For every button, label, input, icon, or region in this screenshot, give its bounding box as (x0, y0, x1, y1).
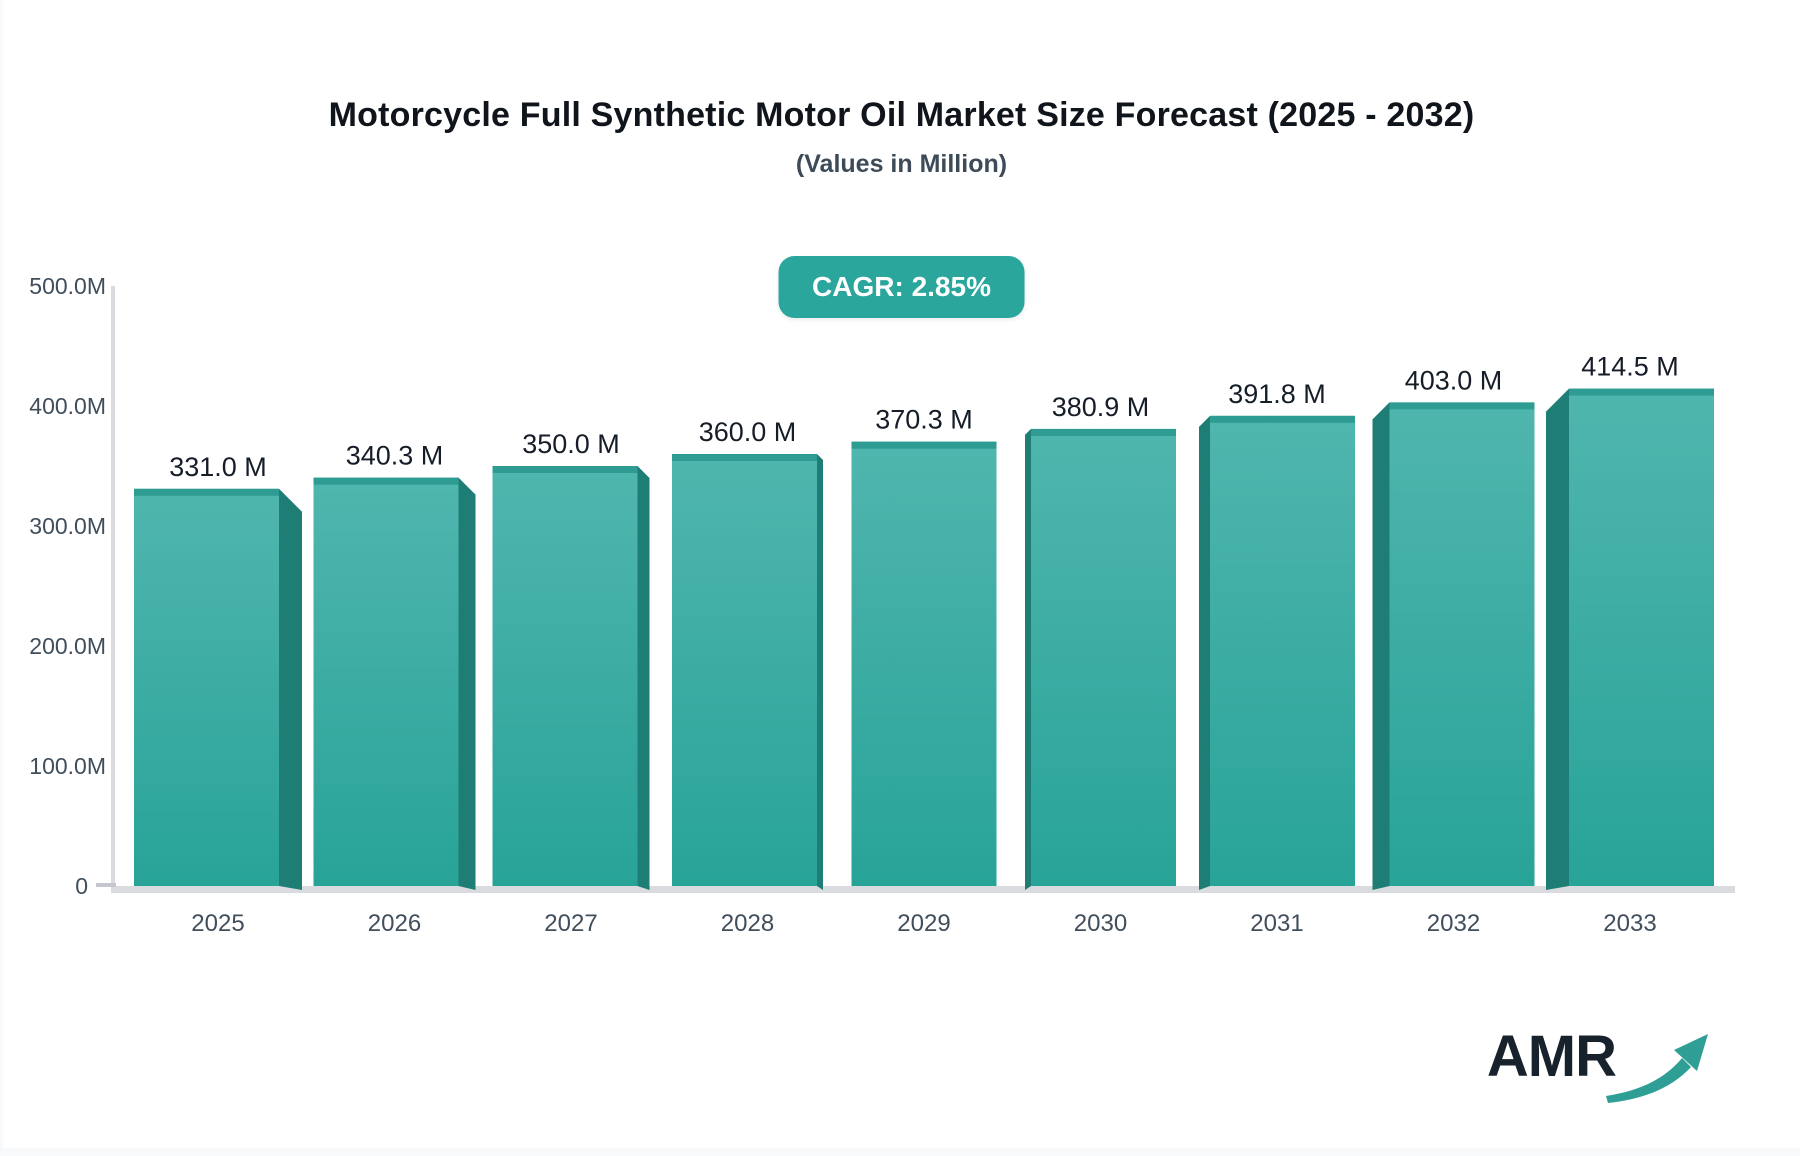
bar-side (817, 454, 823, 890)
chart-card: Motorcycle Full Synthetic Motor Oil Mark… (3, 0, 1800, 1148)
zero-tick-mark (96, 883, 116, 887)
x-axis-tick-label: 2032 (1427, 910, 1480, 937)
bar-face (672, 454, 817, 886)
y-axis-tick-label: 100.0M (29, 753, 106, 779)
y-axis-tick-label: 200.0M (29, 633, 106, 659)
amr-logo-text: AMR (1486, 1024, 1617, 1089)
bar-side (279, 488, 302, 890)
x-axis-tick-label: 2026 (368, 910, 421, 937)
bar-value-label: 340.3 M (346, 441, 444, 471)
x-axis-tick-label: 2028 (721, 910, 774, 937)
x-axis-tick-label: 2029 (897, 910, 950, 937)
bar-top-edge (134, 488, 279, 496)
bar-side (637, 466, 650, 890)
x-axis-tick-label: 2025 (191, 910, 244, 937)
y-axis-tick-label: 500.0M (29, 273, 106, 299)
bar-top-edge (492, 466, 638, 473)
chart-title: Motorcycle Full Synthetic Motor Oil Mark… (328, 96, 1475, 134)
bar-face (313, 477, 459, 886)
bar-value-label: 403.0 M (1405, 365, 1503, 395)
x-axis-tick-label: 2030 (1074, 910, 1127, 937)
bar-face (134, 488, 279, 886)
bar-group: 403.0 M 2032 (1372, 365, 1535, 937)
bar-group: 350.0 M 2027 (492, 429, 650, 937)
bar-face (1031, 428, 1176, 886)
bar-value-label: 370.3 M (875, 405, 973, 435)
bar-face (1389, 402, 1535, 886)
bar-side (1372, 402, 1390, 890)
bar-group: 380.9 M 2030 (1025, 392, 1176, 937)
bar-top-edge (1031, 428, 1176, 436)
bar-value-label: 414.5 M (1581, 352, 1679, 382)
y-axis-tick-label: 400.0M (29, 393, 106, 419)
bar-top-edge (851, 441, 997, 449)
bar-face (1210, 415, 1355, 886)
bar-top-edge (672, 454, 817, 461)
y-axis-tick-label: 300.0M (29, 513, 106, 539)
x-axis-line (111, 886, 1735, 893)
bar-side (1025, 428, 1031, 890)
bar-value-label: 331.0 M (169, 452, 267, 482)
amr-logo: AMR (1487, 1028, 1712, 1106)
bar-group: 340.3 M 2026 (313, 441, 476, 937)
bar-top-edge (313, 477, 459, 485)
bar-face (492, 466, 638, 886)
bar-side (1546, 388, 1569, 890)
bar-side (1199, 415, 1210, 890)
bar-top-edge (1389, 402, 1535, 410)
bar-value-label: 360.0 M (699, 417, 797, 447)
bar-top-edge (1569, 388, 1714, 396)
bar-group: 414.5 M 2033 (1546, 352, 1714, 937)
bar-group: 360.0 M 2028 (672, 417, 823, 937)
x-axis-tick-label: 2033 (1603, 910, 1656, 937)
y-axis-line (111, 286, 115, 893)
cagr-badge: CAGR: 2.85% (778, 256, 1025, 318)
bar-group: 331.0 M 2025 (134, 452, 302, 937)
bar-group: 391.8 M 2031 (1199, 379, 1355, 937)
x-axis-tick-label: 2031 (1250, 910, 1303, 937)
bar-value-label: 391.8 M (1228, 379, 1326, 409)
bar-value-label: 350.0 M (522, 429, 620, 459)
bar-chart: 0 100.0M 200.0M 300.0M 400.0M 500.0M 331.0 M 20… (29, 273, 1735, 937)
bar-face (1569, 388, 1714, 886)
bar-group: 370.3 M 2029 (851, 405, 997, 937)
bar-face (851, 441, 997, 886)
amr-arrow-icon (1606, 1034, 1708, 1103)
bar-side (458, 477, 476, 890)
bar-top-edge (1210, 415, 1355, 423)
y-axis-tick-label: 0 (75, 873, 88, 899)
chart-subtitle: (Values in Million) (795, 150, 1008, 178)
x-axis-tick-label: 2027 (544, 910, 597, 937)
bar-value-label: 380.9 M (1052, 392, 1150, 422)
